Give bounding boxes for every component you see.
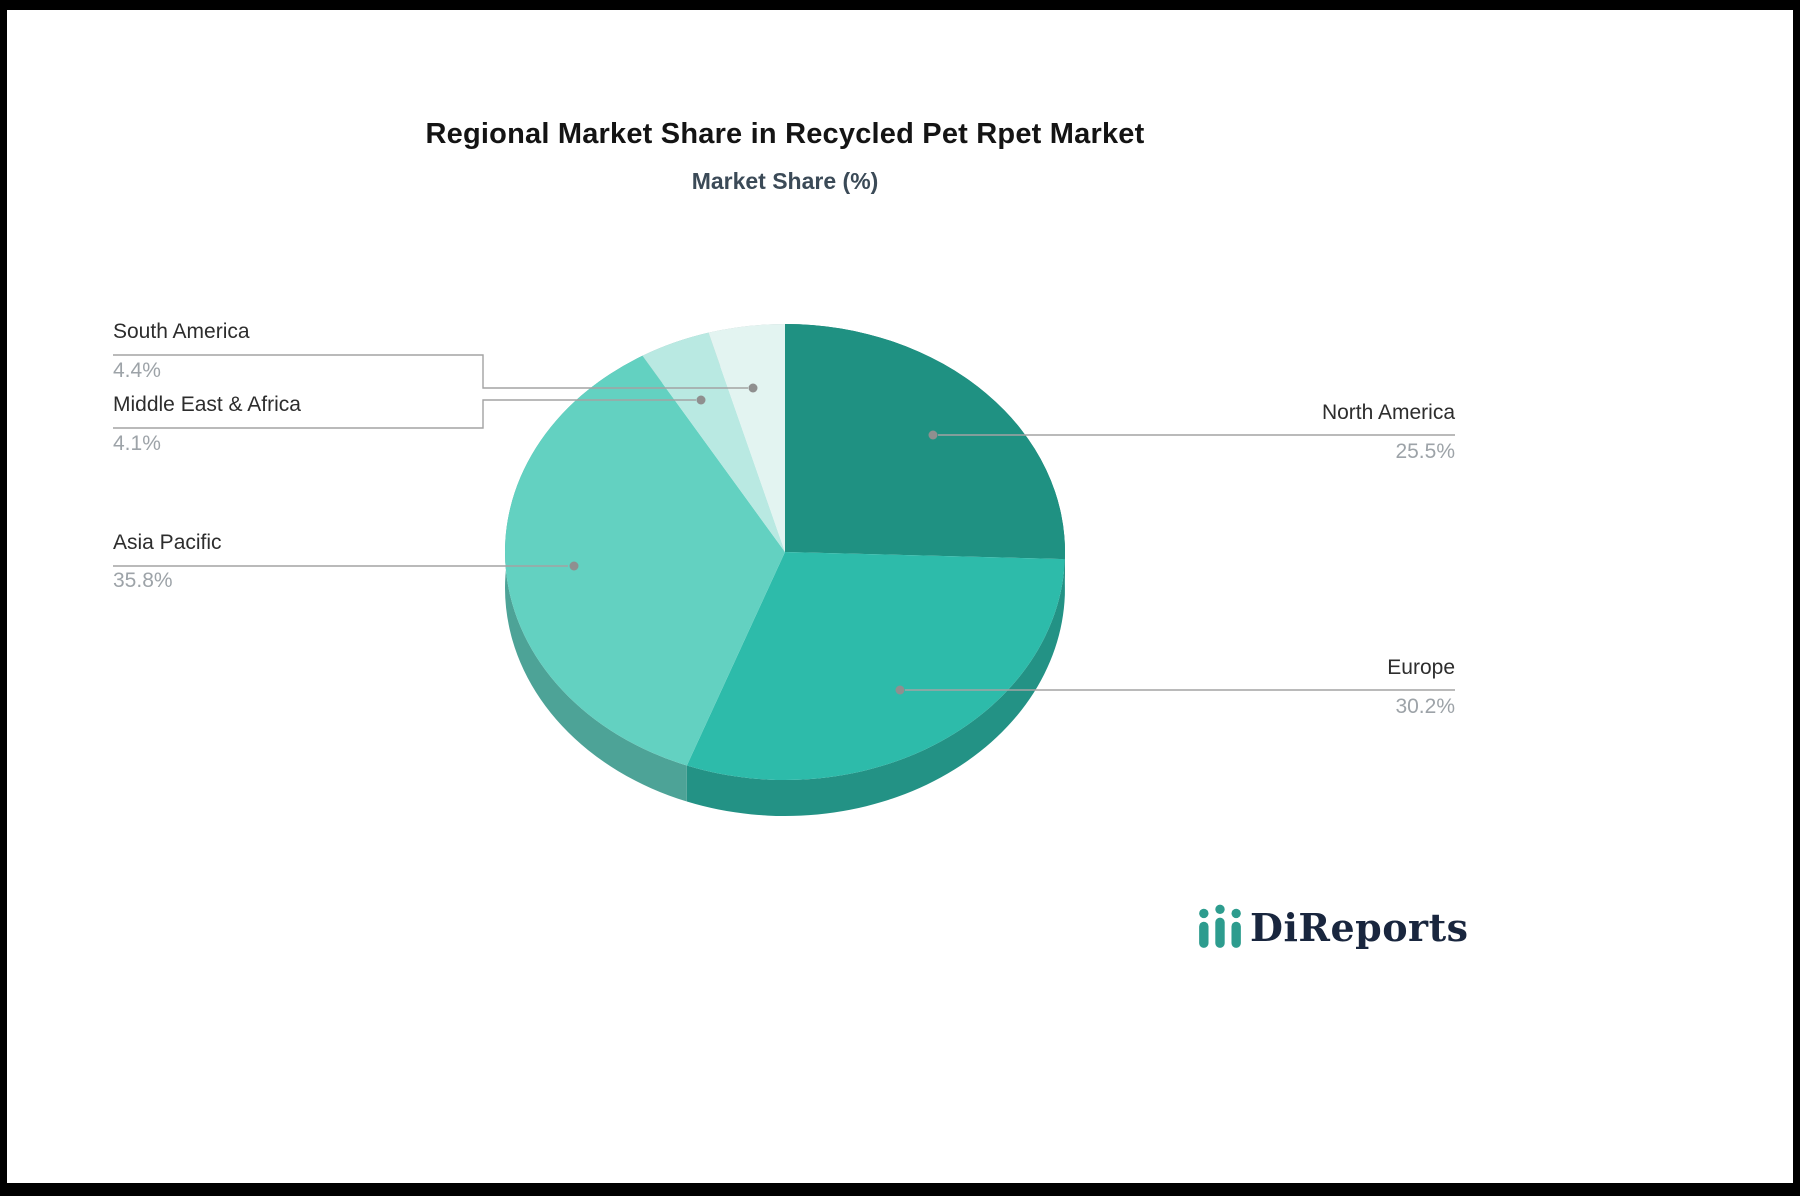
chart-title: Regional Market Share in Recycled Pet Rp… bbox=[425, 118, 1145, 150]
leader-dot-north-america bbox=[928, 430, 938, 440]
frame-border-right bbox=[1793, 0, 1800, 1196]
direports-logo: DiReports bbox=[1196, 903, 1469, 951]
value-south-america: 4.4% bbox=[113, 359, 161, 382]
value-asia-pacific: 35.8% bbox=[113, 569, 173, 592]
frame-border-left bbox=[0, 0, 7, 1196]
label-north-america: North America bbox=[1321, 401, 1455, 424]
pie-slices bbox=[505, 324, 1065, 816]
leader-line-south-america bbox=[113, 354, 748, 389]
leader-dot-middle-east-africa bbox=[696, 395, 706, 405]
label-south-america: South America bbox=[113, 320, 250, 343]
leader-dot-asia-pacific bbox=[569, 561, 579, 571]
value-north-america: 25.5% bbox=[1395, 440, 1455, 463]
label-middle-east-africa: Middle East & Africa bbox=[113, 393, 301, 416]
frame-border-top bbox=[0, 0, 1800, 10]
leader-line-middle-east-africa bbox=[113, 399, 696, 429]
pie-slice-side-europe[interactable] bbox=[686, 559, 1065, 816]
leader-lines bbox=[113, 354, 1455, 695]
pie-slice-north-america[interactable] bbox=[785, 324, 1065, 560]
label-asia-pacific: Asia Pacific bbox=[113, 531, 222, 554]
chart-subtitle: Market Share (%) bbox=[691, 168, 879, 194]
leader-dot-south-america bbox=[748, 383, 758, 393]
frame-border-bottom bbox=[0, 1183, 1800, 1196]
value-europe: 30.2% bbox=[1395, 695, 1455, 718]
value-middle-east-africa: 4.1% bbox=[113, 432, 161, 455]
label-europe: Europe bbox=[1387, 656, 1455, 679]
pie-slice-side-asia-pacific[interactable] bbox=[505, 355, 687, 802]
bar-chart-icon bbox=[1199, 904, 1241, 948]
pie-slice-europe[interactable] bbox=[686, 552, 1065, 780]
logo-text: DiReports bbox=[1250, 904, 1469, 950]
pie-slice-south-america[interactable] bbox=[708, 324, 785, 552]
pie-slice-asia-pacific[interactable] bbox=[505, 355, 785, 766]
leader-dot-europe bbox=[895, 685, 905, 695]
